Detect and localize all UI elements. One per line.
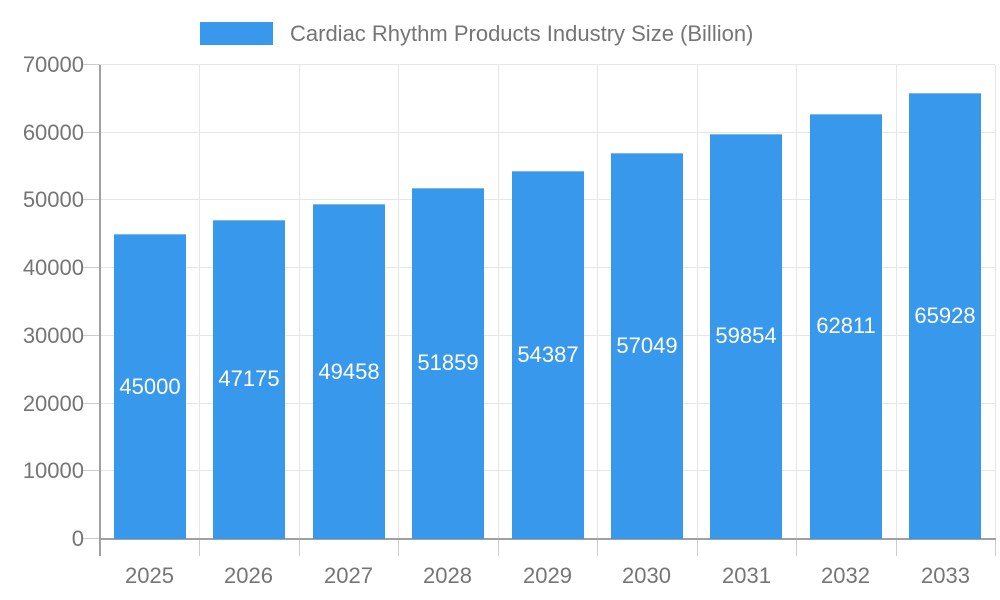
x-axis-tick [995,540,996,556]
bar-value-label: 65928 [914,303,976,328]
bar-2030[interactable] [611,153,683,539]
bar-2027[interactable] [313,204,385,539]
y-axis-tick-label: 10000 [22,458,84,483]
y-axis-tick [82,267,100,268]
y-axis-tick [82,199,100,200]
bar-2028[interactable] [412,188,484,539]
x-axis-tick-label: 2030 [622,563,671,588]
x-axis-tick [199,540,200,556]
x-axis-tick-label: 2033 [921,563,970,588]
x-axis-line [99,538,996,540]
gridline-vertical [299,65,300,539]
bar-value-label: 57049 [616,333,678,358]
gridline-vertical [498,65,499,539]
bar-2031[interactable] [710,134,782,539]
bar-value-label: 59854 [715,323,777,348]
legend-label: Cardiac Rhythm Products Industry Size (B… [290,20,754,46]
x-axis-tick-label: 2031 [722,563,771,588]
x-axis-tick-label: 2027 [324,563,373,588]
bar-2025[interactable] [114,234,186,539]
bar-value-label: 51859 [417,350,479,375]
bar-value-label: 49458 [318,359,380,384]
y-axis-tick [82,470,100,471]
x-axis-tick [299,540,300,556]
x-axis-tick-label: 2026 [224,563,273,588]
gridline-horizontal [100,132,995,133]
y-axis-tick-label: 70000 [22,52,84,77]
x-axis-tick-label: 2032 [821,563,870,588]
gridline-vertical [995,65,996,539]
y-axis-tick-label: 0 [71,526,84,551]
x-axis-tick [398,540,399,556]
x-axis-tick [796,540,797,556]
x-axis-tick-label: 2029 [523,563,572,588]
gridline-horizontal [100,64,995,65]
gridline-vertical [597,65,598,539]
y-axis-tick-label: 60000 [22,120,84,145]
legend-swatch [200,22,273,45]
y-axis-tick-label: 20000 [22,391,84,416]
bar-value-label: 62811 [816,313,876,338]
y-axis-tick [82,538,100,539]
y-axis-tick [82,335,100,336]
y-axis-tick-label: 40000 [22,255,84,280]
x-axis-tick-label: 2025 [125,563,174,588]
bar-value-label: 47175 [218,366,280,391]
y-axis-tick-label: 50000 [22,187,84,212]
gridline-vertical [896,65,897,539]
gridline-vertical [697,65,698,539]
gridline-vertical [398,65,399,539]
bar-value-label: 45000 [119,374,181,399]
y-axis-tick-label: 30000 [22,323,84,348]
bar-value-label: 54387 [517,342,579,367]
y-axis-tick [82,403,100,404]
y-axis-line [99,65,101,556]
gridline-vertical [199,65,200,539]
y-axis-tick [82,64,100,65]
x-axis-tick [896,540,897,556]
legend: Cardiac Rhythm Products Industry Size (B… [200,21,753,46]
x-axis-tick [498,540,499,556]
bar-2026[interactable] [213,220,285,539]
x-axis-tick [697,540,698,556]
bar-2032[interactable] [810,114,882,539]
bar-2029[interactable] [512,171,584,539]
x-axis-tick [597,540,598,556]
x-axis-tick-label: 2028 [423,563,472,588]
bar-2033[interactable] [909,93,981,539]
gridline-vertical [796,65,797,539]
y-axis-tick [82,132,100,133]
